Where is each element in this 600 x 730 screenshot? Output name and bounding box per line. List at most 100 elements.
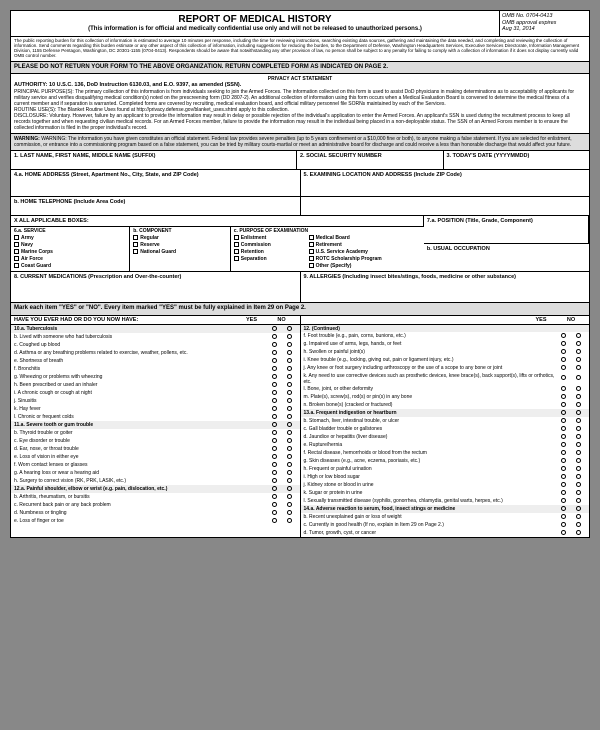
radio-no[interactable] — [571, 458, 586, 465]
radio-yes[interactable] — [556, 349, 571, 356]
radio-no[interactable] — [282, 398, 297, 405]
radio-yes[interactable] — [556, 450, 571, 457]
checkbox-option[interactable]: Regular — [133, 235, 227, 241]
checkbox-option[interactable]: Enlistment — [234, 235, 309, 241]
radio-no[interactable] — [282, 486, 297, 493]
radio-no[interactable] — [282, 510, 297, 517]
service-box[interactable]: 6.a. SERVICE ArmyNavyMarine CorpsAir For… — [11, 227, 130, 271]
radio-no[interactable] — [571, 333, 586, 340]
field-position[interactable]: 7.a. POSITION (Title, Grade, Component) — [424, 216, 589, 244]
checkbox-option[interactable]: Reserve — [133, 242, 227, 248]
checkbox-option[interactable]: National Guard — [133, 249, 227, 255]
field-exam-loc[interactable]: 5. EXAMINING LOCATION AND ADDRESS (Inclu… — [301, 170, 590, 196]
radio-yes[interactable] — [556, 530, 571, 537]
radio-no[interactable] — [282, 494, 297, 501]
radio-yes[interactable] — [556, 466, 571, 473]
checkbox-option[interactable]: Army — [14, 235, 126, 241]
radio-yes[interactable] — [267, 390, 282, 397]
radio-no[interactable] — [571, 522, 586, 529]
radio-no[interactable] — [282, 422, 297, 429]
radio-no[interactable] — [571, 426, 586, 433]
radio-no[interactable] — [571, 450, 586, 457]
radio-no[interactable] — [282, 358, 297, 365]
radio-yes[interactable] — [556, 357, 571, 364]
radio-yes[interactable] — [556, 426, 571, 433]
field-occupation[interactable]: b. USUAL OCCUPATION — [424, 244, 589, 271]
radio-yes[interactable] — [267, 366, 282, 373]
radio-no[interactable] — [571, 498, 586, 505]
radio-no[interactable] — [571, 375, 586, 382]
radio-no[interactable] — [282, 438, 297, 445]
radio-no[interactable] — [282, 374, 297, 381]
radio-yes[interactable] — [556, 474, 571, 481]
radio-no[interactable] — [282, 406, 297, 413]
checkbox-option[interactable]: Separation — [234, 256, 309, 262]
field-ssn[interactable]: 2. SOCIAL SECURITY NUMBER — [297, 151, 444, 169]
radio-yes[interactable] — [556, 402, 571, 409]
radio-no[interactable] — [571, 506, 586, 513]
radio-no[interactable] — [282, 342, 297, 349]
radio-yes[interactable] — [267, 438, 282, 445]
radio-no[interactable] — [282, 382, 297, 389]
radio-yes[interactable] — [556, 506, 571, 513]
radio-yes[interactable] — [267, 382, 282, 389]
radio-no[interactable] — [282, 502, 297, 509]
radio-no[interactable] — [571, 466, 586, 473]
radio-yes[interactable] — [267, 518, 282, 525]
radio-no[interactable] — [571, 514, 586, 521]
radio-yes[interactable] — [556, 522, 571, 529]
field-name[interactable]: 1. LAST NAME, FIRST NAME, MIDDLE NAME (S… — [11, 151, 297, 169]
radio-yes[interactable] — [267, 510, 282, 517]
radio-yes[interactable] — [267, 494, 282, 501]
radio-no[interactable] — [571, 402, 586, 409]
component-box[interactable]: b. COMPONENT RegularReserveNational Guar… — [130, 227, 231, 271]
checkbox-option[interactable]: ROTC Scholarship Program — [309, 256, 421, 262]
radio-yes[interactable] — [556, 490, 571, 497]
radio-yes[interactable] — [556, 498, 571, 505]
radio-yes[interactable] — [267, 446, 282, 453]
radio-no[interactable] — [571, 386, 586, 393]
radio-yes[interactable] — [267, 326, 282, 333]
radio-yes[interactable] — [556, 375, 571, 382]
checkbox-option[interactable]: U.S. Service Academy — [309, 249, 421, 255]
radio-yes[interactable] — [556, 442, 571, 449]
radio-yes[interactable] — [267, 374, 282, 381]
radio-yes[interactable] — [556, 394, 571, 401]
radio-no[interactable] — [571, 418, 586, 425]
radio-no[interactable] — [282, 414, 297, 421]
radio-no[interactable] — [571, 341, 586, 348]
checkbox-option[interactable]: Navy — [14, 242, 126, 248]
radio-yes[interactable] — [267, 502, 282, 509]
radio-yes[interactable] — [267, 350, 282, 357]
radio-no[interactable] — [282, 326, 297, 333]
radio-no[interactable] — [571, 349, 586, 356]
radio-yes[interactable] — [556, 333, 571, 340]
field-medications[interactable]: 8. CURRENT MEDICATIONS (Prescription and… — [11, 272, 301, 302]
radio-no[interactable] — [571, 410, 586, 417]
radio-no[interactable] — [282, 334, 297, 341]
radio-yes[interactable] — [556, 482, 571, 489]
purpose-box[interactable]: c. PURPOSE OF EXAMINATION EnlistmentComm… — [231, 227, 424, 271]
field-date[interactable]: 3. TODAY'S DATE (YYYYMMDD) — [444, 151, 590, 169]
radio-no[interactable] — [282, 478, 297, 485]
radio-no[interactable] — [571, 482, 586, 489]
radio-yes[interactable] — [556, 514, 571, 521]
radio-no[interactable] — [571, 490, 586, 497]
radio-yes[interactable] — [267, 478, 282, 485]
radio-yes[interactable] — [267, 406, 282, 413]
radio-yes[interactable] — [267, 398, 282, 405]
radio-no[interactable] — [282, 350, 297, 357]
radio-no[interactable] — [571, 394, 586, 401]
checkbox-option[interactable]: Retention — [234, 249, 309, 255]
radio-no[interactable] — [571, 474, 586, 481]
radio-yes[interactable] — [556, 434, 571, 441]
field-phone[interactable]: b. HOME TELEPHONE (Include Area Code) — [11, 197, 301, 215]
radio-no[interactable] — [282, 390, 297, 397]
checkbox-option[interactable]: Air Force — [14, 256, 126, 262]
radio-yes[interactable] — [267, 462, 282, 469]
checkbox-option[interactable]: Medical Board — [309, 235, 421, 241]
radio-no[interactable] — [282, 454, 297, 461]
radio-yes[interactable] — [267, 454, 282, 461]
radio-yes[interactable] — [556, 458, 571, 465]
checkbox-option[interactable]: Retirement — [309, 242, 421, 248]
